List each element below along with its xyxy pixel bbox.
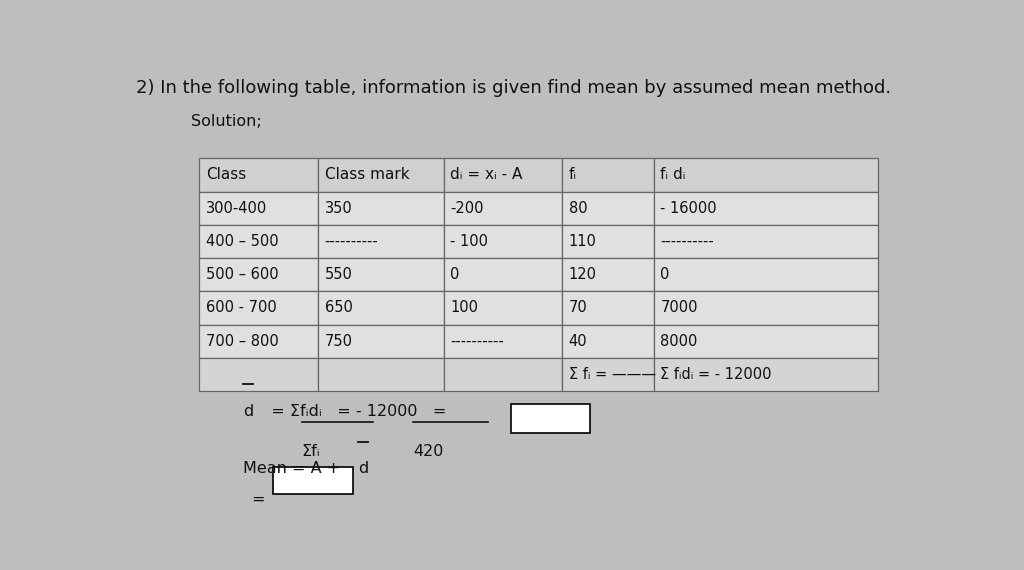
Text: Solution;: Solution;	[191, 115, 262, 129]
Text: 80: 80	[568, 201, 588, 215]
Bar	[562, 291, 654, 324]
Bar	[443, 324, 562, 358]
Bar	[654, 291, 878, 324]
Text: dᵢ = xᵢ - A: dᵢ = xᵢ - A	[450, 168, 522, 182]
Text: 300-400: 300-400	[206, 201, 267, 215]
Text: Class mark: Class mark	[325, 168, 410, 182]
Bar	[511, 404, 590, 433]
Bar	[443, 158, 562, 192]
Text: fᵢ dᵢ: fᵢ dᵢ	[660, 168, 686, 182]
Text: 120: 120	[568, 267, 597, 282]
Text: 420: 420	[413, 443, 443, 459]
Text: 7000: 7000	[660, 300, 698, 315]
Text: 0: 0	[450, 267, 460, 282]
Bar	[318, 192, 443, 225]
Text: 0: 0	[660, 267, 670, 282]
Text: 100: 100	[450, 300, 478, 315]
Text: - 16000: - 16000	[660, 201, 717, 215]
Text: 40: 40	[568, 333, 588, 349]
Text: ----------: ----------	[450, 333, 504, 349]
Text: = Σfᵢdᵢ   = - 12000   =: = Σfᵢdᵢ = - 12000 =	[260, 404, 445, 419]
Bar	[318, 225, 443, 258]
Text: d: d	[358, 461, 369, 476]
Bar	[443, 291, 562, 324]
Bar	[654, 225, 878, 258]
Text: 2) In the following table, information is given find mean by assumed mean method: 2) In the following table, information i…	[136, 79, 891, 97]
Text: fᵢ: fᵢ	[568, 168, 577, 182]
Text: 700 – 800: 700 – 800	[206, 333, 279, 349]
Bar	[318, 158, 443, 192]
Bar	[318, 258, 443, 291]
Bar	[562, 225, 654, 258]
Bar	[654, 192, 878, 225]
Text: 400 – 500: 400 – 500	[206, 234, 279, 249]
Bar	[562, 158, 654, 192]
Bar	[562, 192, 654, 225]
Bar	[200, 258, 318, 291]
Bar	[200, 192, 318, 225]
Bar	[273, 467, 352, 494]
Text: 110: 110	[568, 234, 597, 249]
Bar	[200, 324, 318, 358]
Text: 550: 550	[325, 267, 352, 282]
Bar	[562, 358, 654, 391]
Text: 8000: 8000	[660, 333, 697, 349]
Bar	[443, 258, 562, 291]
Text: Σ fᵢ = ———: Σ fᵢ = ———	[568, 367, 656, 382]
Text: 650: 650	[325, 300, 352, 315]
Bar	[654, 258, 878, 291]
Bar	[200, 291, 318, 324]
Bar	[200, 225, 318, 258]
Text: =: =	[251, 492, 264, 507]
Bar	[562, 258, 654, 291]
Text: 70: 70	[568, 300, 588, 315]
Text: 600 - 700: 600 - 700	[206, 300, 276, 315]
Bar	[318, 324, 443, 358]
Bar	[200, 358, 318, 391]
Text: d: d	[243, 404, 253, 419]
Bar	[443, 192, 562, 225]
Text: 750: 750	[325, 333, 352, 349]
Text: -200: -200	[450, 201, 483, 215]
Text: - 100: - 100	[450, 234, 488, 249]
Text: 350: 350	[325, 201, 352, 215]
Text: 500 – 600: 500 – 600	[206, 267, 279, 282]
Text: ----------: ----------	[660, 234, 714, 249]
Text: ----------: ----------	[325, 234, 378, 249]
Bar	[200, 158, 318, 192]
Bar	[562, 324, 654, 358]
Text: Σfᵢ: Σfᵢ	[302, 443, 321, 459]
Bar	[654, 324, 878, 358]
Bar	[443, 225, 562, 258]
Bar	[318, 291, 443, 324]
Text: Class: Class	[206, 168, 246, 182]
Bar	[654, 358, 878, 391]
Bar	[654, 158, 878, 192]
Bar	[318, 358, 443, 391]
Text: Mean = A +: Mean = A +	[243, 461, 345, 476]
Text: Σ fᵢdᵢ = - 12000: Σ fᵢdᵢ = - 12000	[660, 367, 772, 382]
Bar	[443, 358, 562, 391]
